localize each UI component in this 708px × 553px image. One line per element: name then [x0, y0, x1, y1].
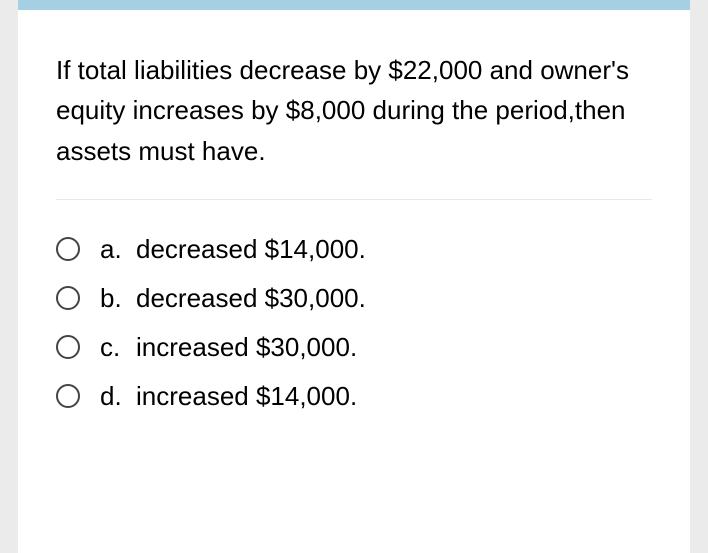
option-a[interactable]: a. decreased $14,000.: [56, 234, 652, 265]
option-text: increased $30,000.: [136, 332, 357, 363]
option-text: decreased $14,000.: [136, 234, 366, 265]
option-text: increased $14,000.: [136, 381, 357, 412]
option-c[interactable]: c. increased $30,000.: [56, 332, 652, 363]
option-letter: d.: [100, 381, 136, 412]
radio-icon: [56, 237, 80, 261]
option-letter: a.: [100, 234, 136, 265]
radio-icon: [56, 335, 80, 359]
option-b[interactable]: b. decreased $30,000.: [56, 283, 652, 314]
card-top-bar: [18, 0, 690, 10]
question-card: If total liabilities decrease by $22,000…: [18, 0, 690, 553]
radio-icon: [56, 384, 80, 408]
question-text: If total liabilities decrease by $22,000…: [56, 50, 652, 171]
question-section: If total liabilities decrease by $22,000…: [18, 10, 690, 199]
option-text: decreased $30,000.: [136, 283, 366, 314]
option-letter: c.: [100, 332, 136, 363]
option-letter: b.: [100, 283, 136, 314]
radio-icon: [56, 286, 80, 310]
option-d[interactable]: d. increased $14,000.: [56, 381, 652, 412]
options-section: a. decreased $14,000. b. decreased $30,0…: [18, 200, 690, 442]
